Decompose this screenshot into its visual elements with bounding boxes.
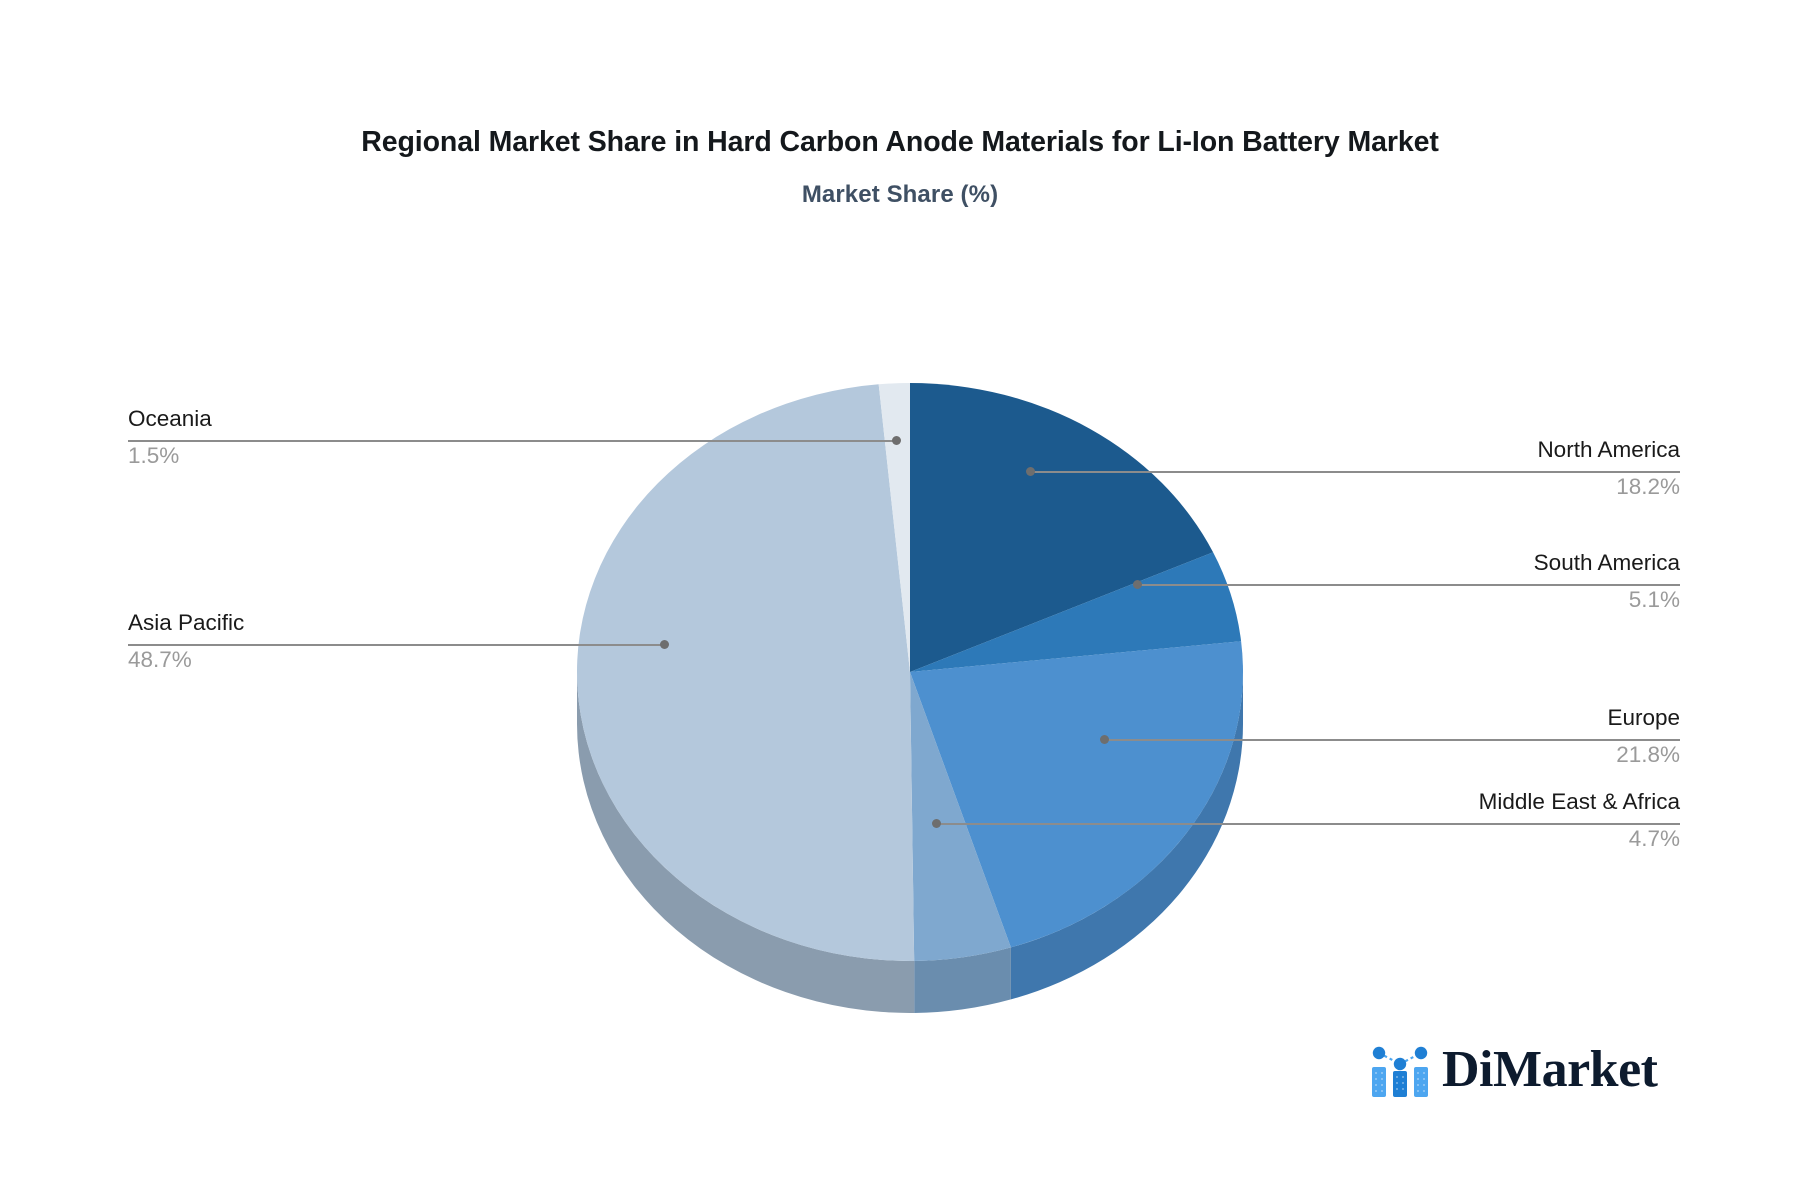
leader-line-europe: [1104, 739, 1680, 741]
leader-dot-north-america: [1026, 467, 1035, 476]
pie-depth-middle-east-africa: [914, 947, 1011, 1013]
pie-slice-europe[interactable]: [910, 641, 1243, 948]
title-block: Regional Market Share in Hard Carbon Ano…: [0, 125, 1800, 209]
pie-slice-oceania[interactable]: [878, 383, 910, 672]
pie-depth-asia-pacific: [577, 672, 915, 1013]
pie-slices-group: [576, 383, 1243, 961]
leader-dot-oceania: [892, 436, 901, 445]
callout-asia-pacific-value: 48.7%: [128, 647, 192, 673]
pie-chart-svg: [576, 383, 1243, 1013]
callout-oceania: Oceania 1.5%: [128, 405, 383, 470]
callout-middle-east-africa: Middle East & Africa 4.7%: [1180, 788, 1680, 853]
callout-europe-value: 21.8%: [1616, 742, 1680, 768]
pie-slice-south-america[interactable]: [910, 552, 1242, 672]
callout-europe-name: Europe: [1607, 705, 1680, 730]
callout-south-america-value: 5.1%: [1628, 587, 1680, 613]
callout-north-america: North America 18.2%: [1180, 436, 1680, 501]
leader-dot-middle-east-africa: [932, 819, 941, 828]
pie-depth-group: [577, 672, 1243, 1013]
pie-slice-middle-east-africa[interactable]: [910, 672, 1011, 961]
callout-middle-east-africa-value: 4.7%: [1628, 826, 1680, 852]
pie-chart: [560, 355, 1260, 1013]
pie-depth-europe: [1010, 672, 1243, 1000]
callout-oceania-value: 1.5%: [128, 443, 180, 469]
pie-slice-north-america[interactable]: [910, 383, 1214, 672]
leader-dot-south-america: [1133, 580, 1142, 589]
chart-subtitle: Market Share (%): [801, 181, 999, 209]
leader-line-asia-pacific: [128, 644, 666, 646]
callout-europe: Europe 21.8%: [1180, 704, 1680, 769]
callout-south-america: South America 5.1%: [1180, 549, 1680, 614]
callout-oceania-name: Oceania: [128, 406, 212, 431]
callout-middle-east-africa-name: Middle East & Africa: [1478, 789, 1680, 814]
leader-line-oceania: [128, 440, 898, 442]
page-title: Regional Market Share in Hard Carbon Ano…: [361, 126, 1439, 158]
callout-asia-pacific-name: Asia Pacific: [128, 610, 245, 635]
callout-south-america-name: South America: [1533, 550, 1680, 575]
bar-line-chart-icon: [1372, 1046, 1428, 1097]
callout-asia-pacific: Asia Pacific 48.7%: [128, 609, 383, 674]
leader-line-south-america: [1137, 584, 1680, 586]
brand-name: DiMarket: [1442, 1041, 1658, 1098]
leader-line-middle-east-africa: [936, 823, 1680, 825]
brand-logo: DiMarket: [1368, 1040, 1658, 1100]
leader-line-north-america: [1030, 471, 1680, 473]
leader-dot-europe: [1100, 735, 1109, 744]
pie-slice-asia-pacific[interactable]: [576, 384, 915, 961]
callout-north-america-name: North America: [1537, 437, 1680, 462]
callout-north-america-value: 18.2%: [1616, 474, 1680, 500]
leader-dot-asia-pacific: [660, 640, 669, 649]
